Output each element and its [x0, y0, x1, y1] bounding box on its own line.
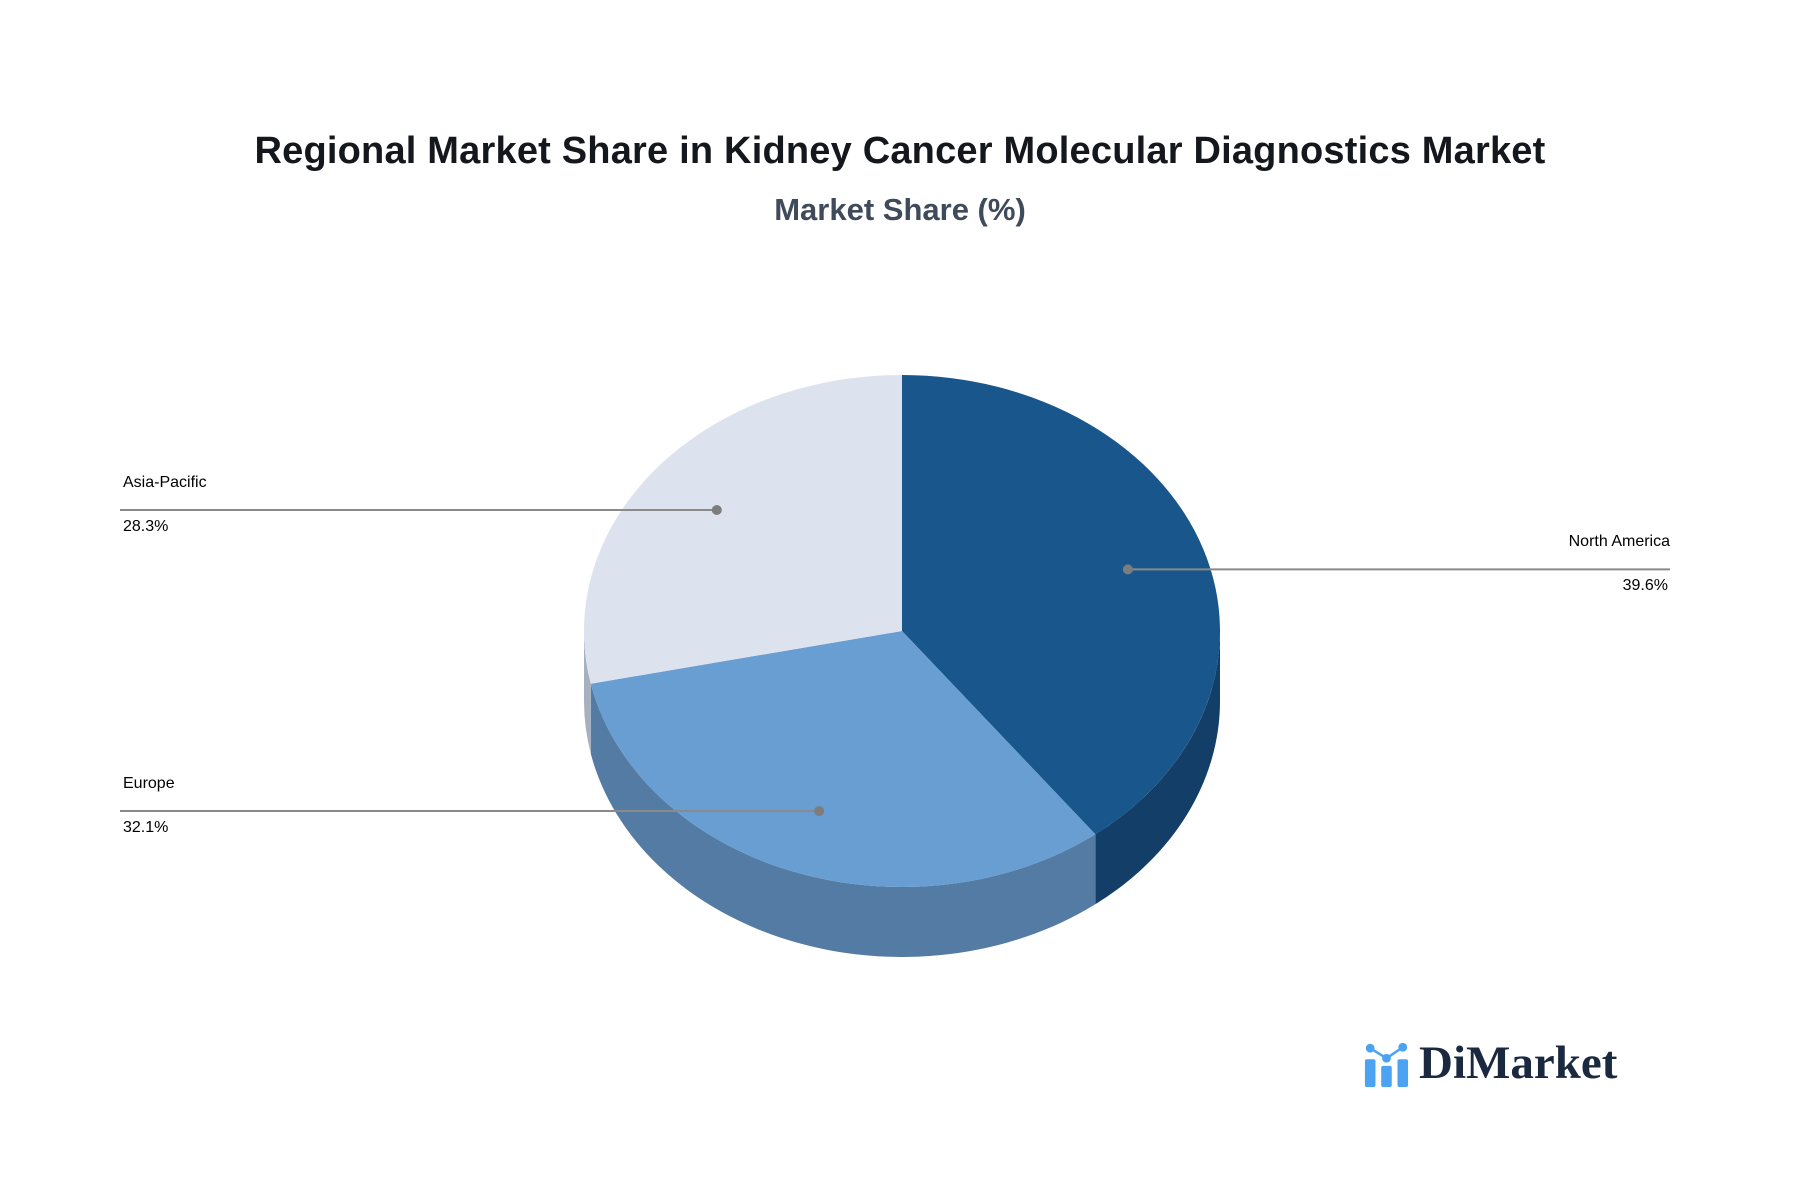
pie-slice-asia-pacific[interactable] [584, 375, 902, 684]
slice-label-europe: Europe [123, 775, 175, 792]
leader-dot-north-america [1122, 564, 1133, 575]
brand-name: DiMarket [1419, 1037, 1618, 1089]
slice-value-north-america: 39.6% [1622, 577, 1668, 594]
leader-dot-asia-pacific [711, 505, 722, 516]
pie-slice-side-europe [590, 683, 1096, 957]
pie-slice-north-america[interactable] [902, 375, 1220, 835]
brand-logo: DiMarket [1363, 1040, 1617, 1087]
leader-dot-europe [814, 806, 825, 817]
pie-slice-europe[interactable] [590, 631, 1096, 887]
pie-slice-side-asia-pacific [584, 631, 591, 754]
slice-label-north-america: North America [1568, 533, 1670, 550]
pie-slice-side-north-america [1095, 631, 1220, 905]
slice-value-europe: 32.1% [123, 819, 169, 836]
chart-subtitle: Market Share (%) [774, 192, 1026, 227]
slice-value-asia-pacific: 28.3% [123, 518, 169, 535]
chart-title: Regional Market Share in Kidney Cancer M… [254, 130, 1546, 172]
bar-chart-logo-icon [1364, 1042, 1409, 1087]
slice-label-asia-pacific: Asia-Pacific [123, 474, 207, 491]
